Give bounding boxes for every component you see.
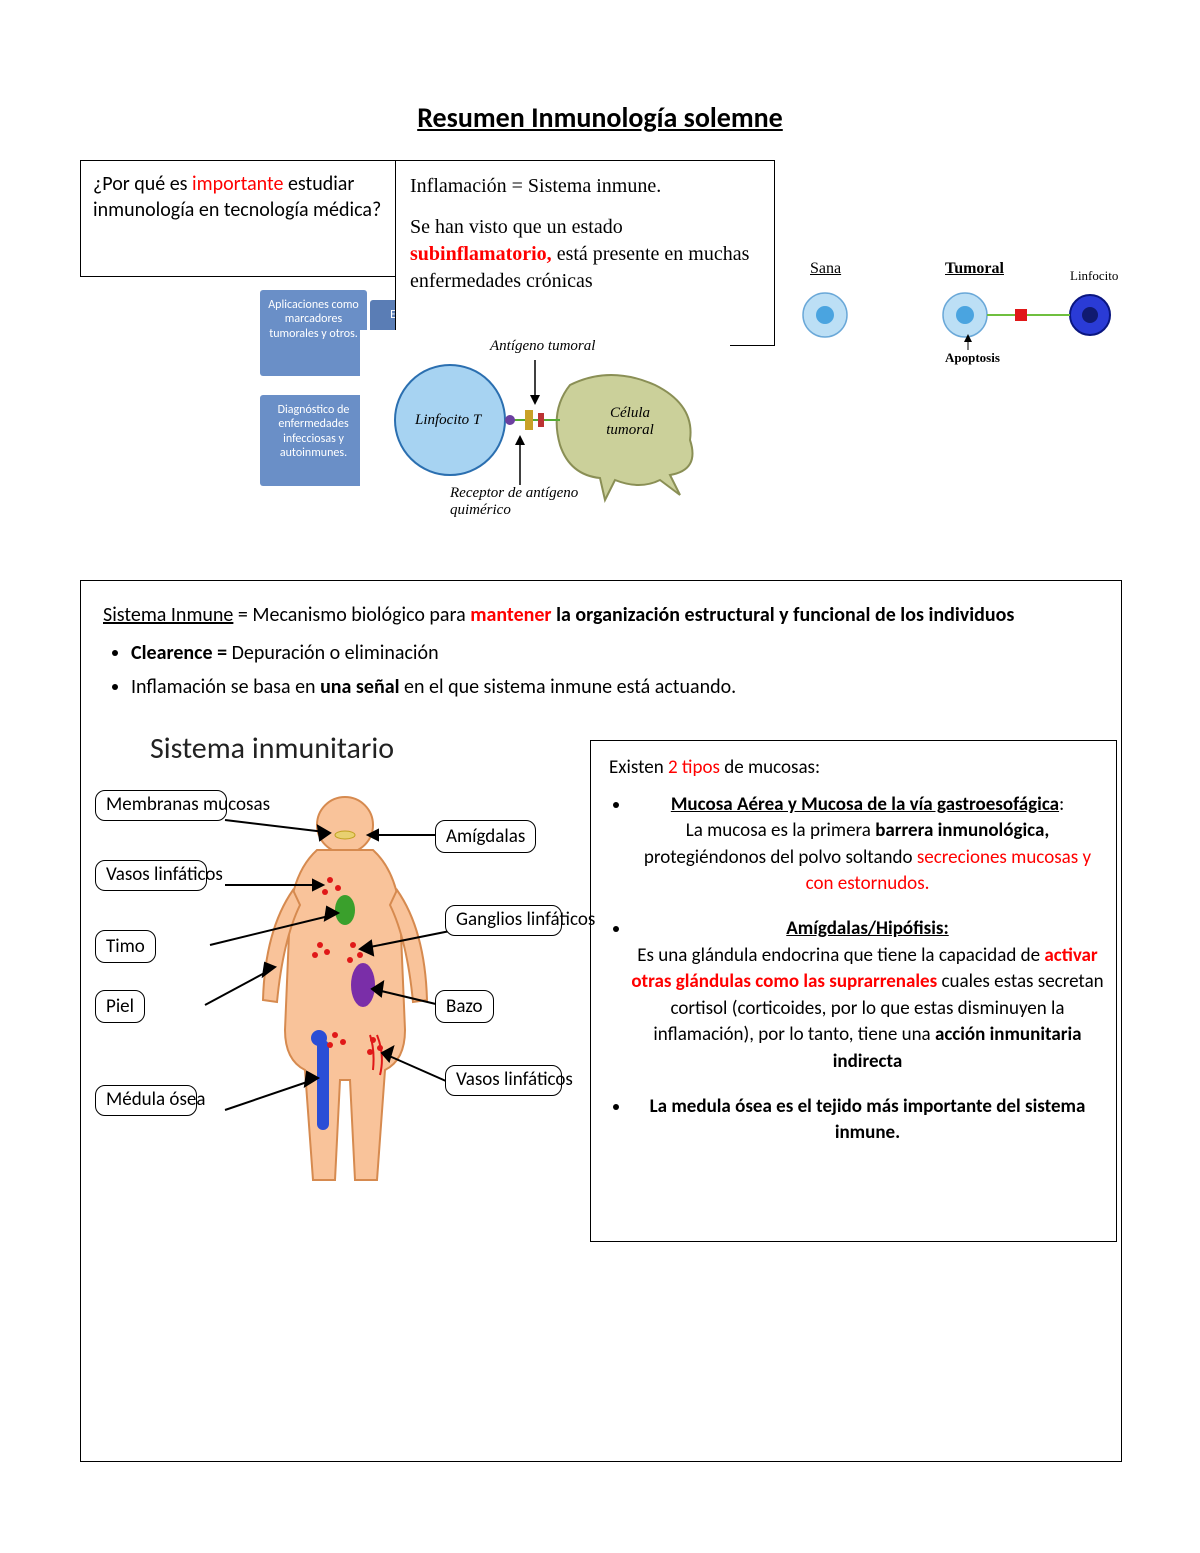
- r-m1-a: La mucosa es la primera: [686, 819, 875, 842]
- bluebox-diagnosis: Diagnóstico de enfermedades infecciosas …: [260, 395, 367, 486]
- lbl-antigeno: Antígeno tumoral: [490, 338, 595, 355]
- b1pre: Clearence =: [131, 641, 232, 665]
- b1post: Depuración o eliminación: [232, 641, 439, 665]
- sys-immune-def: Sistema Inmune = Mecanismo biológico par…: [103, 601, 1099, 629]
- body-figure: Membranas mucosas Vasos linfáticos Timo …: [95, 780, 565, 1200]
- cell-diagram: Antígeno tumoral Linfocito T Célula tumo…: [360, 330, 730, 510]
- lbl-linfocito: Linfocito T: [415, 412, 481, 429]
- r-m3: La medula ósea es el tejido más importan…: [631, 1094, 1104, 1147]
- r-m1-c: protegiéndonos del polvo soltando: [644, 846, 917, 869]
- bullet-clearence: Clearence = Depuración o eliminación: [131, 639, 1099, 667]
- lbl-celula: Célula tumoral: [595, 405, 665, 439]
- bluebox-applications: Aplicaciones como marcadores tumorales y…: [260, 290, 367, 376]
- bullet-inflamacion: Inflamación se basa en una señal en el q…: [131, 673, 1099, 701]
- lbl-bazo: Bazo: [435, 990, 494, 1023]
- lbl-vasos1: Vasos linfáticos: [95, 860, 207, 891]
- immune-system-header: Sistema inmunitario: [150, 730, 394, 767]
- si-post: la organización estructural y funcional …: [552, 603, 1015, 627]
- infl-line1: Inflamación = Sistema inmune.: [410, 173, 760, 200]
- infl-l2a: Se han visto que un estado: [410, 216, 623, 238]
- question-box: ¿Por qué es importante estudiar inmunolo…: [80, 160, 396, 277]
- r-m1-b: barrera inmunológica,: [875, 819, 1049, 842]
- q-pre: ¿Por qué es: [93, 172, 192, 196]
- lbl-piel: Piel: [95, 990, 145, 1023]
- sana-tumoral-diagram: Sana Tumoral Linfocito Apoptosis: [790, 260, 1150, 410]
- lbl-vasos2: Vasos linfáticos: [445, 1065, 562, 1096]
- r-intro-pre: Existen: [609, 756, 668, 779]
- b2post: en el que sistema inmune está actuando.: [400, 675, 737, 699]
- inflammation-box: Inflamación = Sistema inmune. Se han vis…: [395, 160, 775, 346]
- page-title: Resumen Inmunología solemne: [0, 100, 1200, 135]
- lbl-timo: Timo: [95, 930, 156, 963]
- b2pre: Inflamación se basa en: [131, 675, 320, 699]
- si-eq: = Mecanismo biológico para: [233, 603, 470, 627]
- lbl-amigdalas: Amígdalas: [435, 820, 536, 853]
- q-highlight: importante: [192, 172, 283, 196]
- lbl-membranas: Membranas mucosas: [95, 790, 227, 821]
- infl-hl: subinflamatorio,: [410, 243, 552, 265]
- lbl-medula: Médula ósea: [95, 1085, 197, 1116]
- lbl-ganglios: Ganglios linfáticos: [445, 905, 562, 936]
- r-intro-hl: 2 tipos: [668, 756, 720, 779]
- r-m2-title: Amígdalas/Hipófisis:: [786, 917, 948, 940]
- r-m1-title: Mucosa Aérea y Mucosa de la vía gastroes…: [671, 793, 1059, 816]
- ht-svg: [790, 260, 1150, 410]
- si-hl: mantener: [470, 603, 551, 627]
- r-intro-post: de mucosas:: [720, 756, 820, 779]
- lbl-receptor: Receptor de antígeno quimérico: [450, 485, 600, 519]
- r-m2: Amígdalas/Hipófisis: Es una glándula end…: [631, 916, 1104, 1076]
- si-pre: Sistema Inmune: [103, 603, 233, 627]
- mucosa-box: Existen 2 tipos de mucosas: Mucosa Aérea…: [590, 740, 1117, 1242]
- r-m3-txt: La medula ósea es el tejido más importan…: [650, 1095, 1086, 1145]
- b2b: una señal: [320, 675, 399, 699]
- r-m1: Mucosa Aérea y Mucosa de la vía gastroes…: [631, 792, 1104, 898]
- r-m2-a: Es una glándula endocrina que tiene la c…: [637, 944, 1044, 967]
